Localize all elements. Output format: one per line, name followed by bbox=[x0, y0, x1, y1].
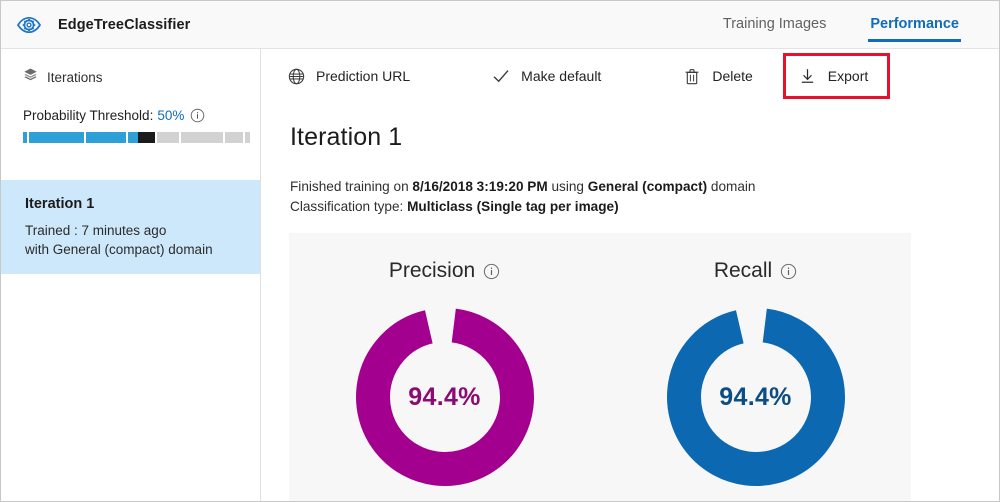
slider-thumb[interactable] bbox=[138, 132, 155, 143]
recall-label: Recall bbox=[713, 259, 773, 282]
header-tabs: Training Images Performance bbox=[723, 1, 999, 48]
trash-icon bbox=[683, 67, 701, 85]
recall-chart: Recall 94.4% bbox=[600, 233, 911, 501]
main-content: Prediction URL Make default bbox=[262, 49, 999, 501]
meta-suffix: domain bbox=[707, 179, 756, 194]
app-title: EdgeTreeClassifier bbox=[58, 16, 191, 33]
metrics-panel: Precision 94.4% bbox=[289, 233, 911, 501]
tab-performance[interactable]: Performance bbox=[868, 1, 961, 48]
tab-training-images-label: Training Images bbox=[722, 15, 827, 32]
eye-gear-icon bbox=[15, 11, 43, 39]
list-item[interactable]: Iteration 1 Trained : 7 minutes ago with… bbox=[1, 180, 260, 274]
prediction-url-button[interactable]: Prediction URL bbox=[287, 67, 410, 85]
globe-icon bbox=[287, 67, 305, 85]
info-icon[interactable] bbox=[483, 263, 500, 280]
sidebar-section-iterations: Iterations bbox=[23, 67, 260, 87]
iteration-domain-text: with General (compact) domain bbox=[25, 242, 213, 257]
meta-domain: General (compact) bbox=[587, 179, 708, 194]
sidebar: Iterations Probability Threshold: 50% bbox=[1, 49, 261, 501]
recall-donut: 94.4% bbox=[664, 305, 848, 489]
meta-datetime: 8/16/2018 3:19:20 PM bbox=[412, 179, 548, 194]
meta-line-training: Finished training on 8/16/2018 3:19:20 P… bbox=[290, 177, 999, 197]
page-title: Iteration 1 bbox=[290, 123, 403, 151]
make-default-button[interactable]: Make default bbox=[492, 67, 601, 85]
tab-training-images[interactable]: Training Images bbox=[723, 1, 826, 48]
probability-threshold-slider[interactable] bbox=[23, 132, 250, 143]
layers-icon bbox=[23, 67, 38, 87]
iteration-trained-text: Trained : 7 minutes ago bbox=[25, 223, 167, 238]
brand: EdgeTreeClassifier bbox=[1, 1, 190, 48]
precision-heading: Precision bbox=[389, 259, 500, 283]
delete-button[interactable]: Delete bbox=[683, 67, 753, 85]
action-toolbar: Prediction URL Make default bbox=[262, 49, 999, 103]
meta-mid: using bbox=[547, 179, 588, 194]
recall-value: 94.4% bbox=[719, 382, 792, 411]
meta-line-classification: Classification type: Multiclass (Single … bbox=[290, 197, 999, 217]
meta-prefix: Finished training on bbox=[290, 179, 413, 194]
meta-class-value: Multiclass (Single tag per image) bbox=[407, 198, 619, 214]
recall-heading: Recall bbox=[714, 259, 797, 283]
prediction-url-label: Prediction URL bbox=[316, 68, 411, 84]
export-label: Export bbox=[827, 68, 869, 84]
delete-label: Delete bbox=[712, 68, 753, 84]
precision-value: 94.4% bbox=[408, 382, 481, 411]
check-icon bbox=[492, 67, 510, 85]
meta-class-prefix: Classification type: bbox=[290, 198, 408, 214]
iteration-title: Iteration 1 bbox=[25, 196, 95, 212]
iteration-meta: Finished training on 8/16/2018 3:19:20 P… bbox=[290, 177, 999, 217]
probability-threshold-block: Probability Threshold: 50% bbox=[23, 108, 260, 143]
recall-donut-svg bbox=[666, 308, 845, 486]
export-button[interactable]: Export bbox=[799, 67, 868, 85]
make-default-label: Make default bbox=[521, 68, 602, 84]
probability-threshold-value: 50% bbox=[157, 108, 185, 123]
probability-threshold-label: Probability Threshold: bbox=[23, 108, 154, 123]
probability-threshold-row: Probability Threshold: 50% bbox=[23, 108, 260, 123]
export-button-highlight: Export bbox=[782, 53, 891, 99]
precision-chart: Precision 94.4% bbox=[289, 233, 600, 501]
tab-performance-label: Performance bbox=[870, 15, 959, 32]
info-icon[interactable] bbox=[190, 108, 205, 123]
precision-label: Precision bbox=[388, 259, 476, 282]
sidebar-section-label: Iterations bbox=[47, 69, 103, 85]
precision-donut: 94.4% bbox=[353, 305, 537, 489]
precision-donut-svg bbox=[355, 308, 534, 486]
app-header: EdgeTreeClassifier Training Images Perfo… bbox=[1, 1, 999, 49]
info-icon[interactable] bbox=[780, 263, 797, 280]
download-icon bbox=[799, 67, 817, 85]
iterations-list: Iteration 1 Trained : 7 minutes ago with… bbox=[1, 180, 260, 274]
